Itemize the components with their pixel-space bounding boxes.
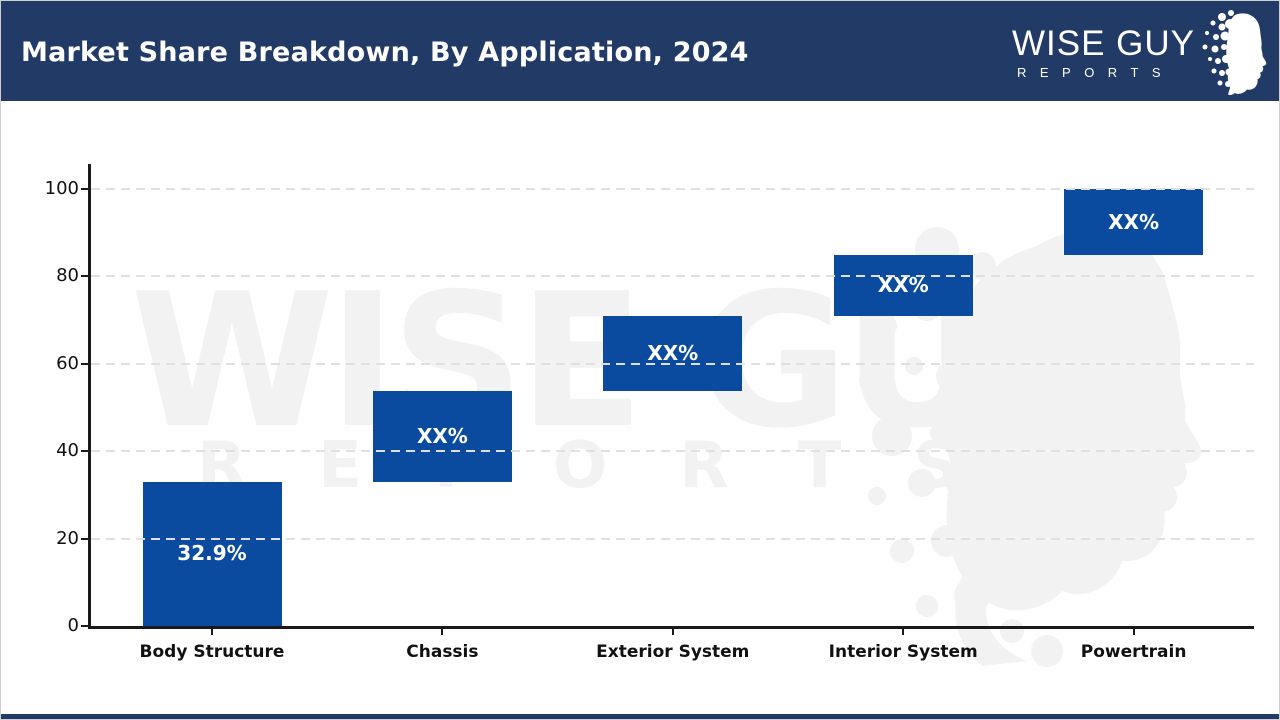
bar-interior-system: XX% [833, 255, 973, 316]
x-tick-mark [211, 628, 213, 635]
bar-value-label: 32.9% [177, 541, 247, 566]
brand-logo-line2: REPORTS [1016, 64, 1175, 80]
page-title: Market Share Breakdown, By Application, … [21, 37, 749, 68]
brand-logo-line1: WISE GUY [1011, 23, 1195, 63]
gridline [91, 450, 1254, 452]
x-tick-mark [671, 628, 674, 635]
x-axis-label: Body Structure [139, 642, 285, 662]
y-tick-mark [81, 450, 88, 452]
brand-logo: WISE GUY REPORTS [1012, 7, 1269, 97]
header: Market Share Breakdown, By Application, … [1, 1, 1279, 101]
gridline [91, 537, 1254, 540]
bar-chassis: XX% [372, 391, 512, 483]
x-tick-mark [1132, 628, 1135, 635]
x-axis-label: Powertrain [1080, 642, 1187, 662]
y-tick-label: 80 [56, 265, 79, 286]
brand-face-icon [1202, 10, 1267, 96]
footer-bar [1, 714, 1279, 719]
bar-powertrain: XX% [1064, 188, 1204, 255]
gridline [91, 362, 1254, 365]
bar-value-label: XX% [416, 424, 468, 449]
y-tick-mark [81, 537, 88, 540]
y-tick-label: 60 [56, 352, 79, 374]
gridline [91, 275, 1254, 277]
y-tick-mark [81, 275, 88, 277]
x-axis-label: Interior System [828, 642, 978, 662]
y-tick-mark [81, 187, 88, 190]
y-tick-label: 0 [67, 615, 79, 636]
x-axis-label: Chassis [406, 642, 479, 662]
x-axis-line [88, 626, 1254, 629]
brand-logo-text: WISE GUY REPORTS [1012, 24, 1195, 81]
y-tick-label: 40 [56, 440, 79, 461]
bar-value-label: XX% [1108, 209, 1160, 234]
y-tick-mark [81, 625, 88, 627]
bar-value-label: XX% [647, 340, 699, 365]
y-axis-line [88, 164, 91, 628]
gridline [91, 187, 1254, 190]
x-tick-mark [902, 628, 905, 635]
x-tick-mark [441, 628, 444, 635]
y-tick-label: 20 [56, 527, 79, 549]
y-tick-label: 100 [44, 177, 79, 199]
bar-value-label: XX% [877, 273, 929, 297]
bar-exterior-system: XX% [603, 315, 743, 392]
y-tick-mark [81, 362, 88, 365]
bar-body-structure: 32.9% [142, 482, 282, 626]
x-axis-label: Exterior System [596, 642, 750, 662]
